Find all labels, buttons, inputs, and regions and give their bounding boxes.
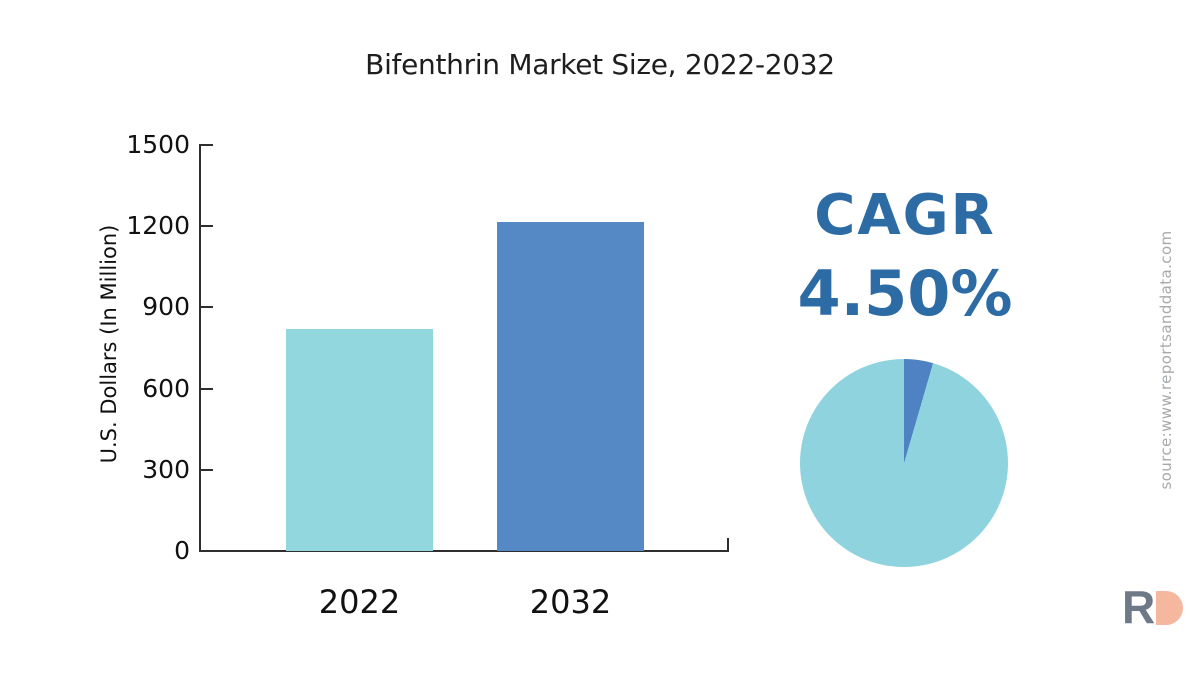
y-axis-line <box>199 144 201 552</box>
y-tick-mark <box>201 144 213 146</box>
logo-d-shape <box>1156 591 1184 625</box>
y-tick-label: 0 <box>174 536 190 565</box>
y-tick-mark <box>201 225 213 228</box>
y-axis-title: U.S. Dollars (In Million) <box>97 224 121 464</box>
y-tick-mark <box>201 387 213 390</box>
x-tick-label: 2022 <box>318 583 401 621</box>
cagr-value: 4.50% <box>797 257 1013 330</box>
y-tick-label: 1500 <box>126 130 190 159</box>
source-watermark: source:www.reportsanddata.com <box>1157 230 1175 490</box>
cagr-label: CAGR <box>814 183 996 248</box>
x-axis-end-tick <box>727 538 729 551</box>
logo-letter-r: R <box>1122 581 1156 633</box>
bar-2022 <box>286 329 433 551</box>
cagr-pie-chart <box>800 359 1008 567</box>
y-tick-label: 600 <box>142 373 190 403</box>
y-tick-mark <box>201 306 213 309</box>
y-tick-label: 900 <box>142 292 190 322</box>
y-tick-label: 300 <box>142 454 190 484</box>
y-tick-mark <box>201 468 213 471</box>
x-tick-label: 2032 <box>529 583 612 621</box>
x-axis-line <box>199 550 729 552</box>
chart-title: Bifenthrin Market Size, 2022-2032 <box>365 48 835 81</box>
bar-2032 <box>497 222 644 551</box>
y-tick-label: 1200 <box>126 211 190 241</box>
reports-and-data-logo: R <box>1122 581 1184 633</box>
